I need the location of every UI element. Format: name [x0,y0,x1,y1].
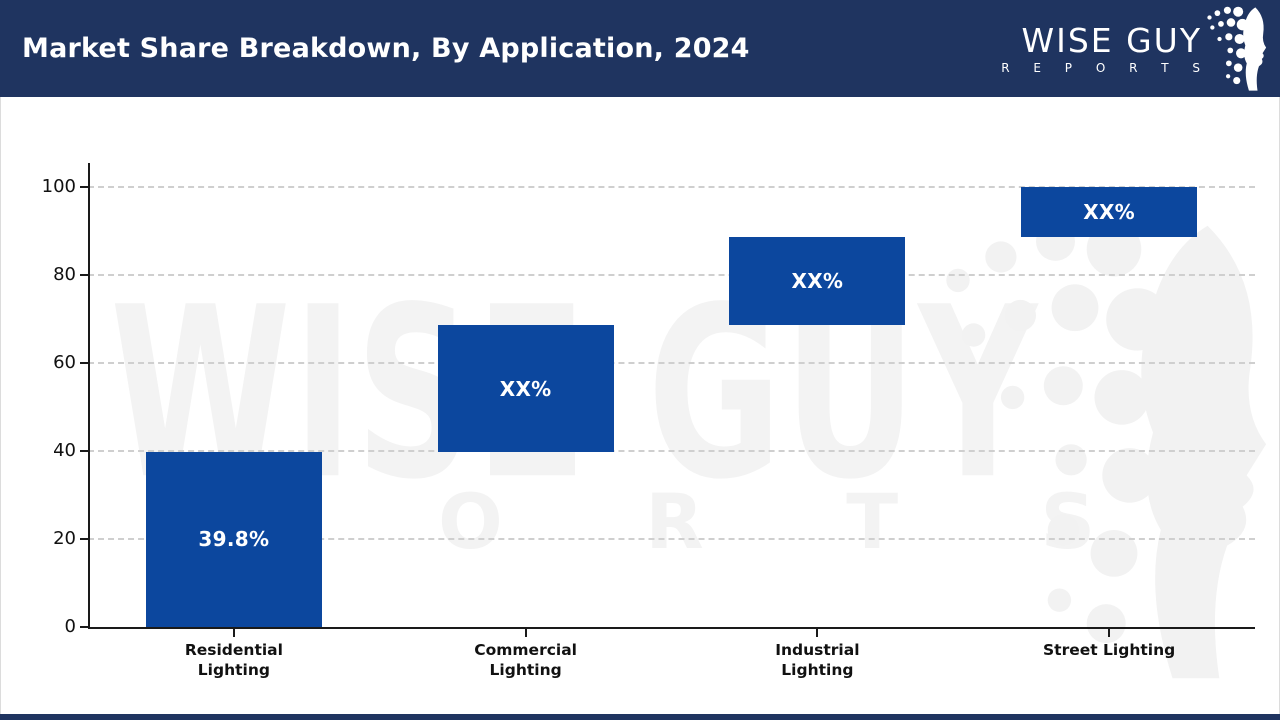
y-tick-label: 60 [53,352,76,374]
x-tick-mark [524,629,527,637]
wise-guy-reports-logo: WISE GUY R E P O R T S [1001,0,1280,97]
x-axis-line [88,627,1255,629]
bar-segment: XX% [729,237,906,326]
bar-value-label: XX% [1083,200,1136,225]
x-tick-mark [816,629,819,637]
y-tick-label: 80 [53,264,76,286]
gridline [88,450,1255,453]
bar-segment: XX% [1021,187,1198,238]
bar-value-label: 39.8% [198,527,270,552]
header-bar: Market Share Breakdown, By Application, … [0,0,1280,97]
y-tick-mark [80,362,88,365]
logo-wordmark: WISE GUY R E P O R T S [1001,24,1202,75]
y-tick-label: 0 [64,616,76,637]
bar-value-label: XX% [791,269,844,294]
gridline [88,362,1255,365]
logo-text-wise-guy: WISE GUY [1021,21,1202,60]
x-category-label: Commercial Lighting [474,641,577,679]
logo-head-profile-icon [1207,6,1267,91]
gridline [88,538,1255,541]
gridline [88,274,1255,277]
y-axis-line [88,163,90,629]
page-title: Market Share Breakdown, By Application, … [22,33,750,64]
y-tick-mark [80,626,88,628]
gridline [88,186,1255,189]
y-tick-mark [80,538,88,541]
y-tick-mark [80,450,88,453]
x-category-label: Industrial Lighting [775,641,860,679]
bar-segment: 39.8% [145,451,322,627]
y-tick-mark [80,186,88,189]
x-category-label: Residential Lighting [184,641,283,679]
y-tick-label: 20 [53,528,76,550]
x-tick-mark [232,629,235,637]
plot-area: 39.8% XX% XX% XX% [88,163,1255,627]
x-category-label: Street Lighting [1043,641,1176,659]
x-tick-mark [1108,629,1111,637]
y-tick-label: 40 [53,440,76,462]
logo-text-reports: R E P O R T S [1001,61,1210,75]
y-tick-label: 100 [41,176,76,198]
bar-segment: XX% [437,325,614,452]
y-tick-mark [80,274,88,277]
bar-value-label: XX% [499,376,552,401]
footer-bar [0,714,1280,720]
